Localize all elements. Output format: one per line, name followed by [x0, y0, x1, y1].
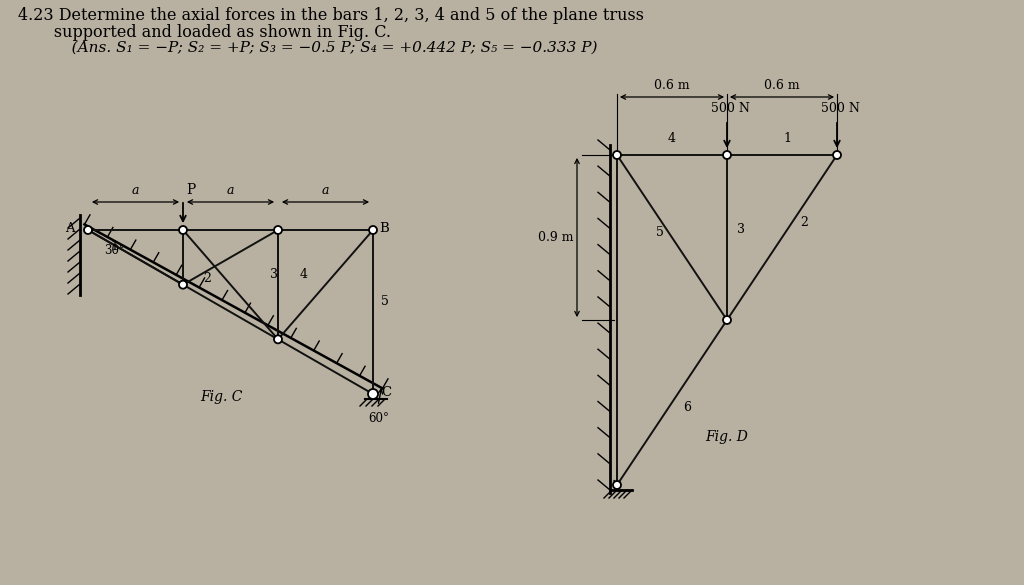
Circle shape	[84, 226, 92, 234]
Circle shape	[833, 151, 841, 159]
Circle shape	[368, 389, 378, 399]
Text: 4: 4	[300, 268, 308, 281]
Circle shape	[179, 226, 187, 234]
Circle shape	[723, 151, 731, 159]
Text: 1: 1	[110, 240, 118, 253]
Circle shape	[613, 481, 621, 489]
Text: a: a	[226, 184, 234, 197]
Text: A: A	[66, 222, 75, 236]
Text: 5: 5	[656, 226, 664, 239]
Text: supported and loaded as shown in Fig. C.: supported and loaded as shown in Fig. C.	[18, 24, 391, 41]
Text: 2: 2	[800, 216, 808, 229]
Circle shape	[179, 281, 187, 288]
Circle shape	[274, 335, 282, 343]
Text: 3: 3	[737, 223, 745, 236]
Circle shape	[723, 316, 731, 324]
Text: 5: 5	[381, 295, 389, 308]
Text: C: C	[381, 386, 391, 398]
Text: 30°: 30°	[104, 244, 125, 257]
Text: 500 N: 500 N	[711, 102, 750, 115]
Text: Fig. D: Fig. D	[706, 430, 749, 444]
Circle shape	[613, 151, 621, 159]
Circle shape	[369, 226, 377, 234]
Text: 0.6 m: 0.6 m	[764, 79, 800, 92]
Text: 60°: 60°	[368, 412, 389, 425]
Text: (Ans. S₁ = −P; S₂ = +P; S₃ = −0.5 P; S₄ = +0.442 P; S₅ = −0.333 P): (Ans. S₁ = −P; S₂ = +P; S₃ = −0.5 P; S₄ …	[18, 41, 597, 55]
Text: Fig. C: Fig. C	[200, 390, 243, 404]
Text: 2: 2	[203, 272, 211, 285]
Text: 3: 3	[270, 268, 278, 281]
Text: B: B	[379, 222, 389, 236]
Text: a: a	[322, 184, 330, 197]
Circle shape	[274, 226, 282, 234]
Text: 0.6 m: 0.6 m	[654, 79, 690, 92]
Text: 0.9 m: 0.9 m	[538, 231, 573, 244]
Text: a: a	[132, 184, 139, 197]
Text: 6: 6	[683, 401, 691, 414]
Text: 4.23 Determine the axial forces in the bars 1, 2, 3, 4 and 5 of the plane truss: 4.23 Determine the axial forces in the b…	[18, 7, 644, 24]
Text: P: P	[186, 183, 196, 197]
Text: 4: 4	[668, 132, 676, 145]
Text: 500 N: 500 N	[820, 102, 859, 115]
Text: 1: 1	[783, 132, 791, 145]
